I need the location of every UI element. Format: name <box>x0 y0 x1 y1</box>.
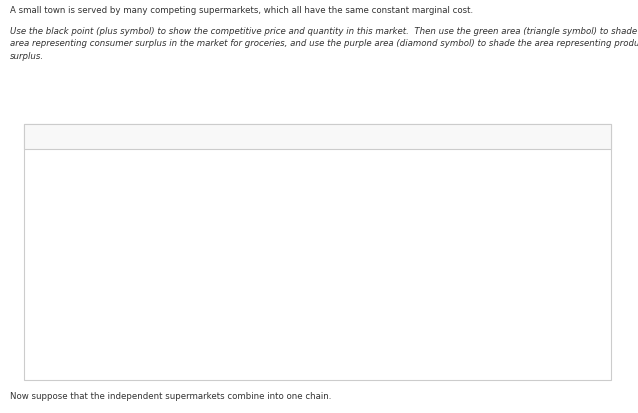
FancyBboxPatch shape <box>435 278 510 305</box>
X-axis label: Quantity of Groceries: Quantity of Groceries <box>138 343 235 352</box>
Text: ?: ? <box>587 131 593 141</box>
Text: A small town is served by many competing supermarkets, which all have the same c: A small town is served by many competing… <box>10 6 473 15</box>
Text: Now suppose that the independent supermarkets combine into one chain.: Now suppose that the independent superma… <box>10 392 331 401</box>
Y-axis label: Price, Cost, Revenue: Price, Cost, Revenue <box>46 205 55 299</box>
Text: Consumer Surplus: Consumer Surplus <box>431 254 514 263</box>
Circle shape <box>578 126 602 145</box>
FancyBboxPatch shape <box>435 214 510 242</box>
Polygon shape <box>59 190 144 275</box>
Text: Demand: Demand <box>62 197 100 206</box>
Text: Producer Surplus: Producer Surplus <box>434 317 511 326</box>
Title: Competitive Market: Competitive Market <box>126 150 248 160</box>
Text: Marginal Cost: Marginal Cost <box>162 262 224 271</box>
Text: Use the black point (plus symbol) to show the competitive price and quantity in : Use the black point (plus symbol) to sho… <box>10 27 638 61</box>
Text: Competitive Outcome: Competitive Outcome <box>423 190 522 199</box>
